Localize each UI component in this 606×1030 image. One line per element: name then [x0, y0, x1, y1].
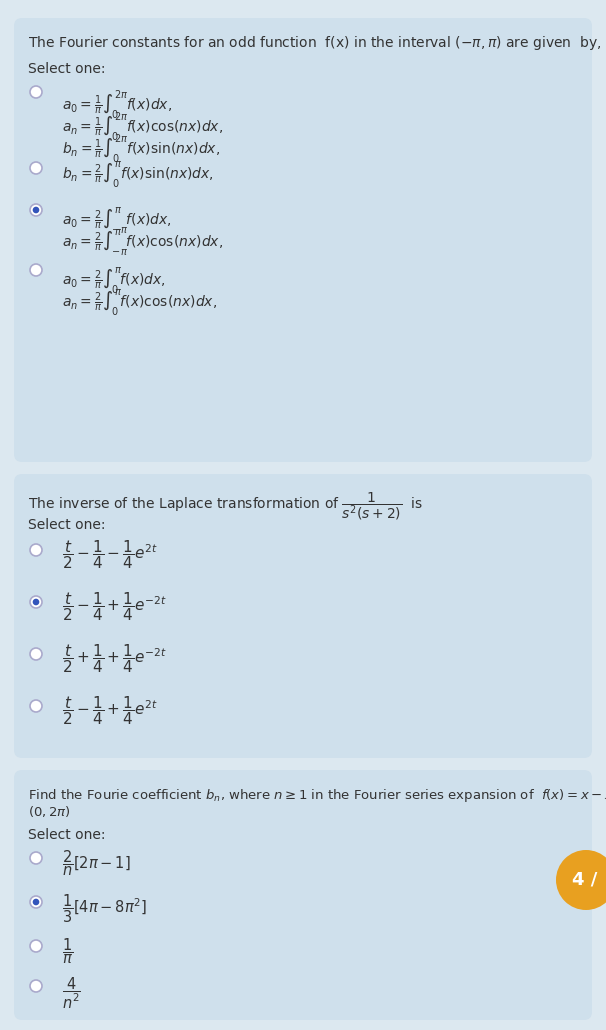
Text: $\dfrac{4}{n^2}$: $\dfrac{4}{n^2}$: [62, 976, 81, 1011]
Circle shape: [30, 264, 42, 276]
Circle shape: [33, 598, 39, 606]
Circle shape: [556, 850, 606, 909]
Circle shape: [30, 85, 42, 98]
Text: $a_n = \frac{2}{\pi} \int_0^{\pi} f(x)\cos(nx)dx,$: $a_n = \frac{2}{\pi} \int_0^{\pi} f(x)\c…: [62, 288, 217, 318]
Text: Select one:: Select one:: [28, 828, 105, 842]
Text: $b_n = \frac{1}{\pi} \int_0^{2\pi} f(x)\sin(nx)dx,$: $b_n = \frac{1}{\pi} \int_0^{2\pi} f(x)\…: [62, 132, 220, 165]
Text: Select one:: Select one:: [28, 518, 105, 533]
Circle shape: [30, 980, 42, 992]
Circle shape: [33, 207, 39, 213]
FancyBboxPatch shape: [14, 474, 592, 758]
Text: Find the Fourie coefficient $b_n$, where $n \geq 1$ in the Fourier series expans: Find the Fourie coefficient $b_n$, where…: [28, 786, 606, 805]
Text: $\dfrac{t}{2} - \dfrac{1}{4} - \dfrac{1}{4}e^{2t}$: $\dfrac{t}{2} - \dfrac{1}{4} - \dfrac{1}…: [62, 538, 158, 571]
Text: $\dfrac{1}{\pi}$: $\dfrac{1}{\pi}$: [62, 936, 73, 965]
Text: $\dfrac{1}{3}[4\pi - 8\pi^2]$: $\dfrac{1}{3}[4\pi - 8\pi^2]$: [62, 892, 147, 925]
Text: $\dfrac{t}{2} + \dfrac{1}{4} + \dfrac{1}{4}e^{-2t}$: $\dfrac{t}{2} + \dfrac{1}{4} + \dfrac{1}…: [62, 642, 167, 675]
Circle shape: [30, 544, 42, 556]
Text: The Fourier constants for an odd function  f(x) in the interval $(-\pi, \pi)$ ar: The Fourier constants for an odd functio…: [28, 34, 602, 52]
Text: $a_n = \frac{2}{\pi} \int_{-\pi}^{\pi} f(x)\cos(nx)dx,$: $a_n = \frac{2}{\pi} \int_{-\pi}^{\pi} f…: [62, 228, 223, 259]
Circle shape: [30, 940, 42, 952]
Text: $a_0 = \frac{2}{\pi} \int_0^{\pi} f(x)dx,$: $a_0 = \frac{2}{\pi} \int_0^{\pi} f(x)dx…: [62, 266, 166, 297]
Text: The inverse of the Laplace transformation of $\dfrac{1}{s^2(s+2)}$  is: The inverse of the Laplace transformatio…: [28, 490, 423, 522]
Circle shape: [30, 648, 42, 660]
Text: $a_0 = \frac{2}{\pi} \int_{-\pi}^{\pi} f(x)dx,$: $a_0 = \frac{2}{\pi} \int_{-\pi}^{\pi} f…: [62, 206, 172, 237]
Text: $a_n = \frac{1}{\pi} \int_0^{2\pi} f(x)\cos(nx)dx,$: $a_n = \frac{1}{\pi} \int_0^{2\pi} f(x)\…: [62, 110, 223, 143]
Text: $a_0 = \frac{1}{\pi} \int_0^{2\pi} f(x)dx,$: $a_0 = \frac{1}{\pi} \int_0^{2\pi} f(x)d…: [62, 88, 172, 121]
Circle shape: [30, 204, 42, 216]
Text: 4 /: 4 /: [572, 871, 598, 889]
Text: $(0, 2\pi)$: $(0, 2\pi)$: [28, 804, 71, 819]
Text: $\dfrac{t}{2} - \dfrac{1}{4} + \dfrac{1}{4}e^{2t}$: $\dfrac{t}{2} - \dfrac{1}{4} + \dfrac{1}…: [62, 694, 158, 727]
Circle shape: [30, 596, 42, 608]
FancyBboxPatch shape: [14, 18, 592, 462]
Text: $\dfrac{t}{2} - \dfrac{1}{4} + \dfrac{1}{4}e^{-2t}$: $\dfrac{t}{2} - \dfrac{1}{4} + \dfrac{1}…: [62, 590, 167, 623]
Text: Select one:: Select one:: [28, 62, 105, 76]
Circle shape: [30, 162, 42, 174]
Circle shape: [30, 700, 42, 712]
Text: $b_n = \frac{2}{\pi} \int_0^{\pi} f(x)\sin(nx)dx,$: $b_n = \frac{2}{\pi} \int_0^{\pi} f(x)\s…: [62, 160, 214, 191]
Circle shape: [30, 852, 42, 864]
Circle shape: [30, 896, 42, 908]
Text: $\dfrac{2}{n}[2\pi - 1]$: $\dfrac{2}{n}[2\pi - 1]$: [62, 848, 131, 878]
FancyBboxPatch shape: [14, 770, 592, 1020]
Circle shape: [33, 899, 39, 905]
